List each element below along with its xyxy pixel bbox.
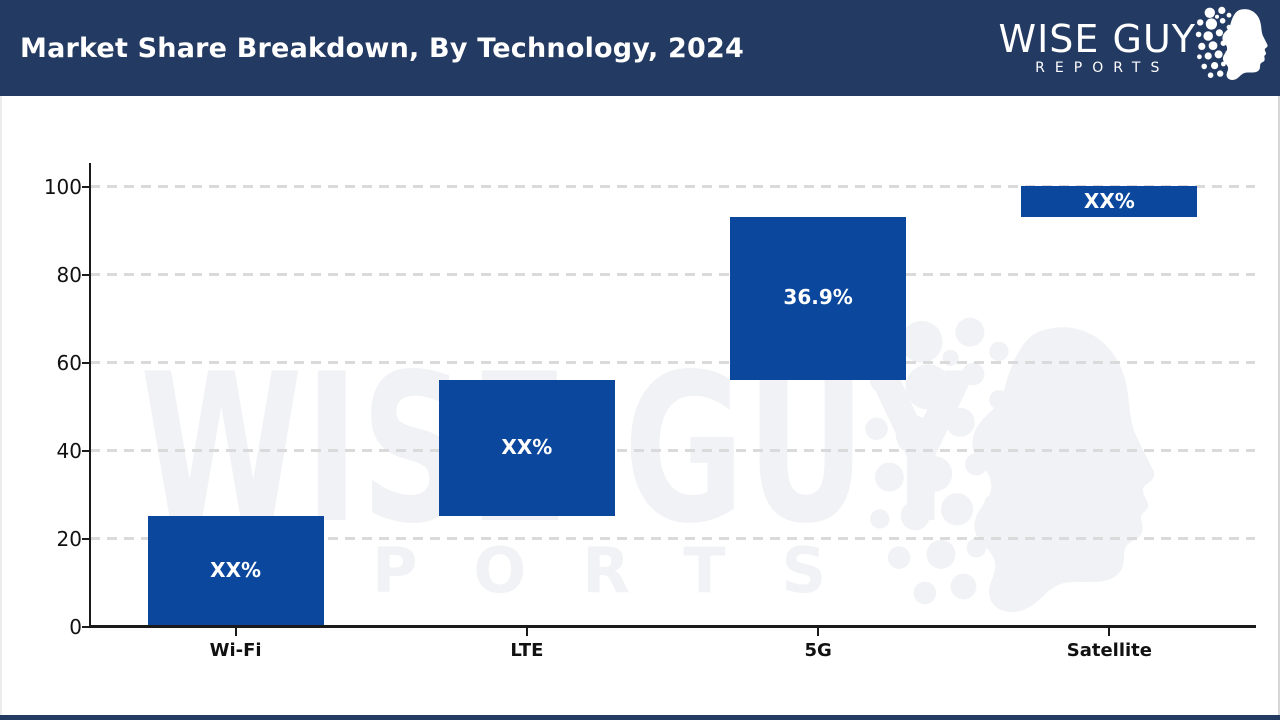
y-tick-label: 80 [56,263,82,287]
brand-face-icon [1192,4,1274,92]
y-tick-label: 20 [56,527,82,551]
x-tick-label: Satellite [1066,640,1152,661]
bar-value-label: XX% [1083,188,1135,213]
bar-value-label: XX% [210,558,262,582]
y-tick-mark [82,538,90,540]
x-tick-label: LTE [510,640,544,661]
header: Market Share Breakdown, By Technology, 2… [0,0,1280,96]
y-tick-mark [82,450,90,452]
x-tick-label: 5G [804,640,832,661]
y-gridline [90,361,1255,364]
footer-accent-bar [0,715,1280,720]
brand-logo: WISE GUY REPORTS [999,0,1274,96]
x-tick-mark [525,628,528,636]
x-tick-label: Wi-Fi [209,640,262,661]
y-tick-label: 100 [43,175,82,199]
chart-region: WISE GUY REPORTS 0 20 40 60 80 100 XX% Wi-Fi XX%… [0,96,1280,715]
bar-value-label: 36.9% [783,285,853,310]
y-gridline [90,185,1255,188]
page-title: Market Share Breakdown, By Technology, 2… [20,32,745,64]
bar [1021,186,1198,218]
x-axis-line [89,625,1256,628]
bar [438,379,615,516]
y-gridline [90,537,1255,540]
bar [730,217,907,380]
y-tick-label: 40 [56,439,82,463]
y-tick-mark [82,362,90,364]
brand-logo-text: WISE GUY REPORTS [998,16,1196,77]
brand-subtitle: REPORTS [1035,60,1170,77]
y-tick-mark [82,186,90,188]
y-tick-label: 0 [69,615,82,639]
y-axis-line [89,163,91,627]
bar-value-label: XX% [501,434,553,459]
y-tick-mark [82,274,90,276]
x-tick-mark [1108,628,1111,636]
y-gridline [90,449,1255,452]
bar [147,516,324,626]
y-gridline [90,273,1255,276]
x-tick-mark [817,628,820,636]
y-tick-label: 60 [56,351,82,375]
brand-name: WISE GUY [998,16,1196,61]
x-tick-mark [234,628,237,636]
y-tick-mark [82,626,90,628]
